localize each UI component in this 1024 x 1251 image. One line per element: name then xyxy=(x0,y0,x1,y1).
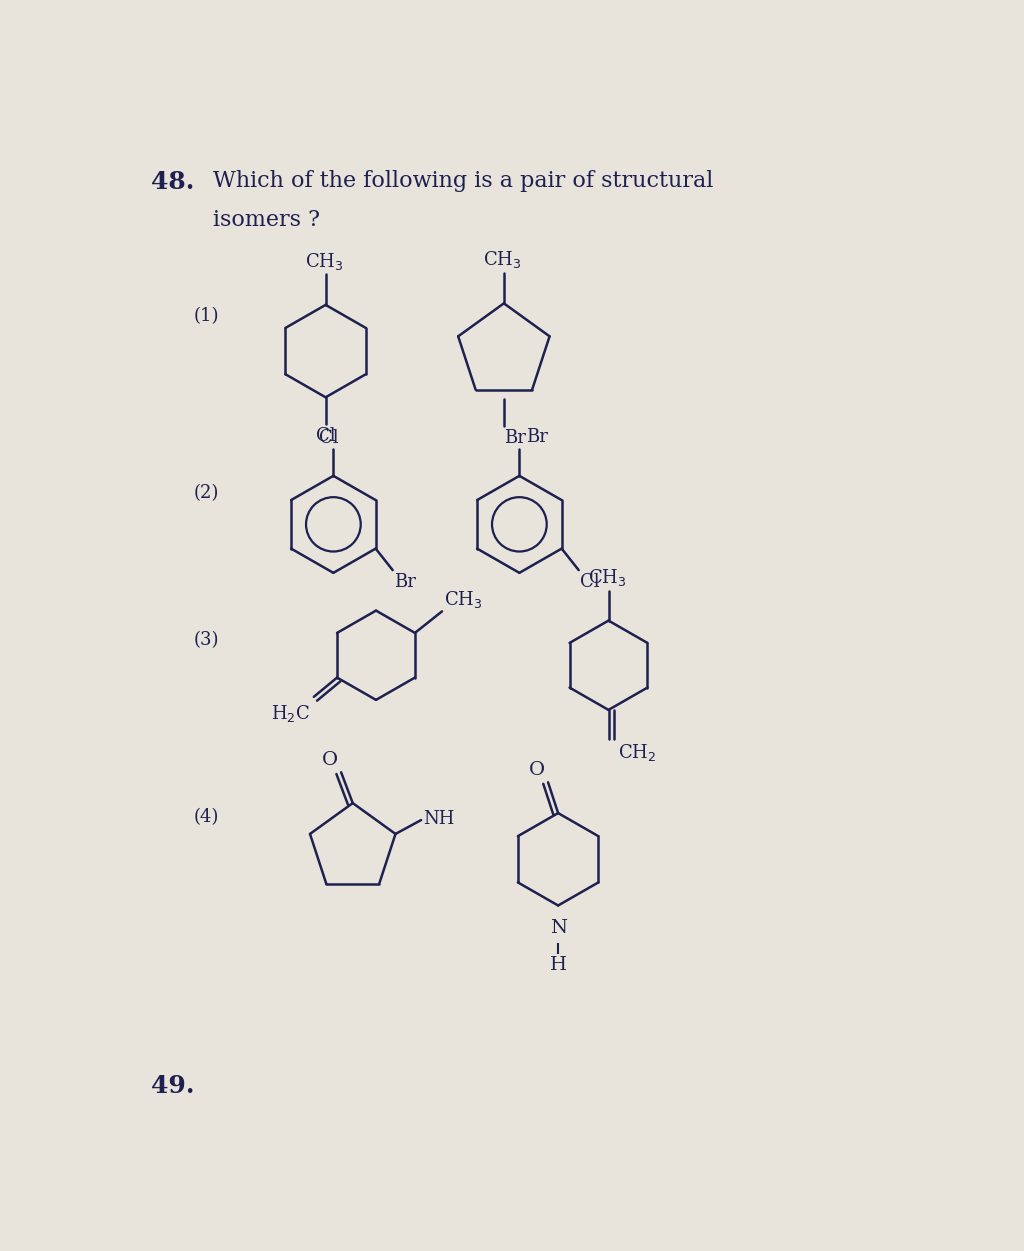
Text: O: O xyxy=(322,751,338,769)
Text: O: O xyxy=(528,761,545,779)
Text: Br: Br xyxy=(504,429,525,447)
Text: Which of the following is a pair of structural: Which of the following is a pair of stru… xyxy=(213,170,714,193)
Text: Cl: Cl xyxy=(581,573,600,592)
Text: Cl: Cl xyxy=(315,427,336,444)
Text: isomers ?: isomers ? xyxy=(213,209,321,230)
Text: 49.: 49. xyxy=(152,1075,195,1098)
Text: (4): (4) xyxy=(194,808,219,826)
Text: (3): (3) xyxy=(194,631,219,649)
Text: Br: Br xyxy=(525,428,548,447)
Text: CH$_2$: CH$_2$ xyxy=(617,742,656,763)
Text: H: H xyxy=(550,956,566,975)
Text: CH$_3$: CH$_3$ xyxy=(588,567,627,588)
Text: Br: Br xyxy=(394,573,416,592)
Text: CH$_3$: CH$_3$ xyxy=(305,250,343,271)
Text: Cl: Cl xyxy=(318,429,339,447)
Text: (2): (2) xyxy=(194,484,219,503)
Text: (1): (1) xyxy=(194,308,219,325)
Text: NH: NH xyxy=(423,809,455,828)
Text: CH$_3$: CH$_3$ xyxy=(444,589,483,609)
Text: 48.: 48. xyxy=(152,170,195,194)
Text: CH$_3$: CH$_3$ xyxy=(483,249,521,270)
Text: N: N xyxy=(550,918,566,937)
Text: H$_2$C: H$_2$C xyxy=(271,703,310,724)
